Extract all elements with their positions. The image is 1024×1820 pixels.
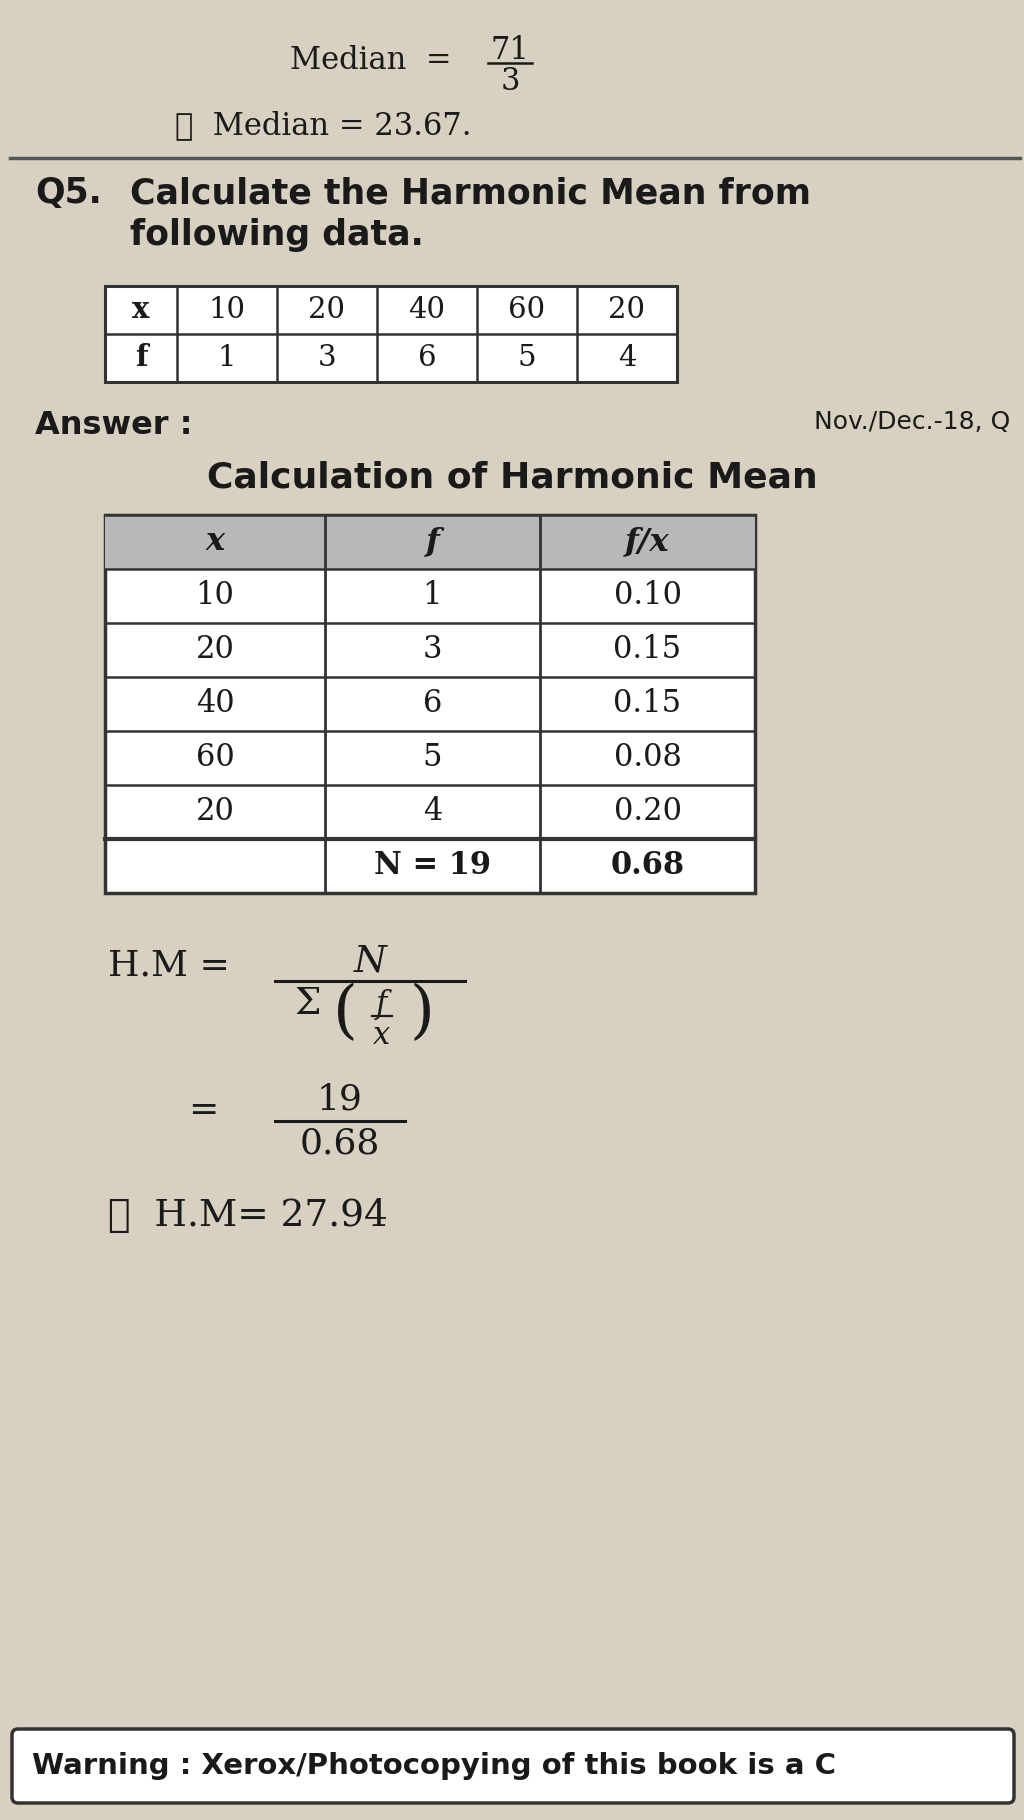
Text: ∴  Median = 23.67.: ∴ Median = 23.67. [175, 109, 471, 140]
Text: Calculation of Harmonic Mean: Calculation of Harmonic Mean [207, 460, 817, 493]
Text: x: x [206, 526, 224, 557]
Text: 1: 1 [423, 581, 442, 612]
Text: f: f [426, 526, 439, 557]
FancyBboxPatch shape [12, 1729, 1014, 1804]
Text: 1: 1 [218, 344, 237, 371]
Text: 5: 5 [423, 743, 442, 774]
Text: 3: 3 [423, 635, 442, 666]
Text: 0.68: 0.68 [300, 1127, 380, 1161]
Text: following data.: following data. [130, 218, 424, 251]
Text: 6: 6 [423, 688, 442, 719]
Text: 10: 10 [209, 297, 246, 324]
Text: Answer :: Answer : [35, 410, 193, 440]
Text: 0.15: 0.15 [613, 688, 682, 719]
Text: 0.10: 0.10 [613, 581, 682, 612]
Text: 19: 19 [317, 1083, 362, 1117]
Bar [105, 286, 677, 382]
Text: x: x [132, 295, 150, 324]
Text: 4: 4 [617, 344, 636, 371]
Text: 60: 60 [196, 743, 234, 774]
Text: 0.08: 0.08 [613, 743, 681, 774]
Text: 20: 20 [608, 297, 645, 324]
Text: f/x: f/x [626, 526, 670, 557]
Text: ∴  H.M= 27.94: ∴ H.M= 27.94 [108, 1198, 388, 1234]
Text: 4: 4 [423, 797, 442, 828]
Text: 0.20: 0.20 [613, 797, 682, 828]
Text: 20: 20 [308, 297, 345, 324]
Text: 6: 6 [418, 344, 436, 371]
Text: 20: 20 [196, 635, 234, 666]
Text: 0.68: 0.68 [610, 850, 685, 881]
Text: (: ( [333, 983, 357, 1045]
Text: N: N [353, 943, 386, 979]
Text: 5: 5 [518, 344, 537, 371]
Text: 71: 71 [490, 35, 529, 66]
Text: ): ) [410, 983, 434, 1045]
Text: 3: 3 [501, 66, 520, 96]
Text: Q5.: Q5. [35, 177, 101, 209]
Text: 40: 40 [196, 688, 234, 719]
Text: H.M =: H.M = [108, 948, 229, 983]
Text: x: x [374, 1019, 390, 1050]
Text: Warning : Xerox/Photocopying of this book is a C: Warning : Xerox/Photocopying of this boo… [32, 1753, 836, 1780]
Text: Median  =: Median = [290, 46, 452, 76]
Text: Calculate the Harmonic Mean from: Calculate the Harmonic Mean from [130, 177, 811, 209]
Text: 20: 20 [196, 797, 234, 828]
Text: 3: 3 [317, 344, 336, 371]
Text: f: f [377, 988, 388, 1019]
Text: =: = [188, 1094, 218, 1127]
Bar [105, 515, 755, 570]
Text: Nov./Dec.-18, Q: Nov./Dec.-18, Q [814, 410, 1010, 433]
Text: f: f [135, 344, 147, 373]
Text: N = 19: N = 19 [374, 850, 490, 881]
Text: 10: 10 [196, 581, 234, 612]
Text: Σ: Σ [295, 986, 322, 1023]
Text: 40: 40 [409, 297, 445, 324]
Bar [105, 515, 755, 894]
Text: 0.15: 0.15 [613, 635, 682, 666]
Text: 60: 60 [509, 297, 546, 324]
